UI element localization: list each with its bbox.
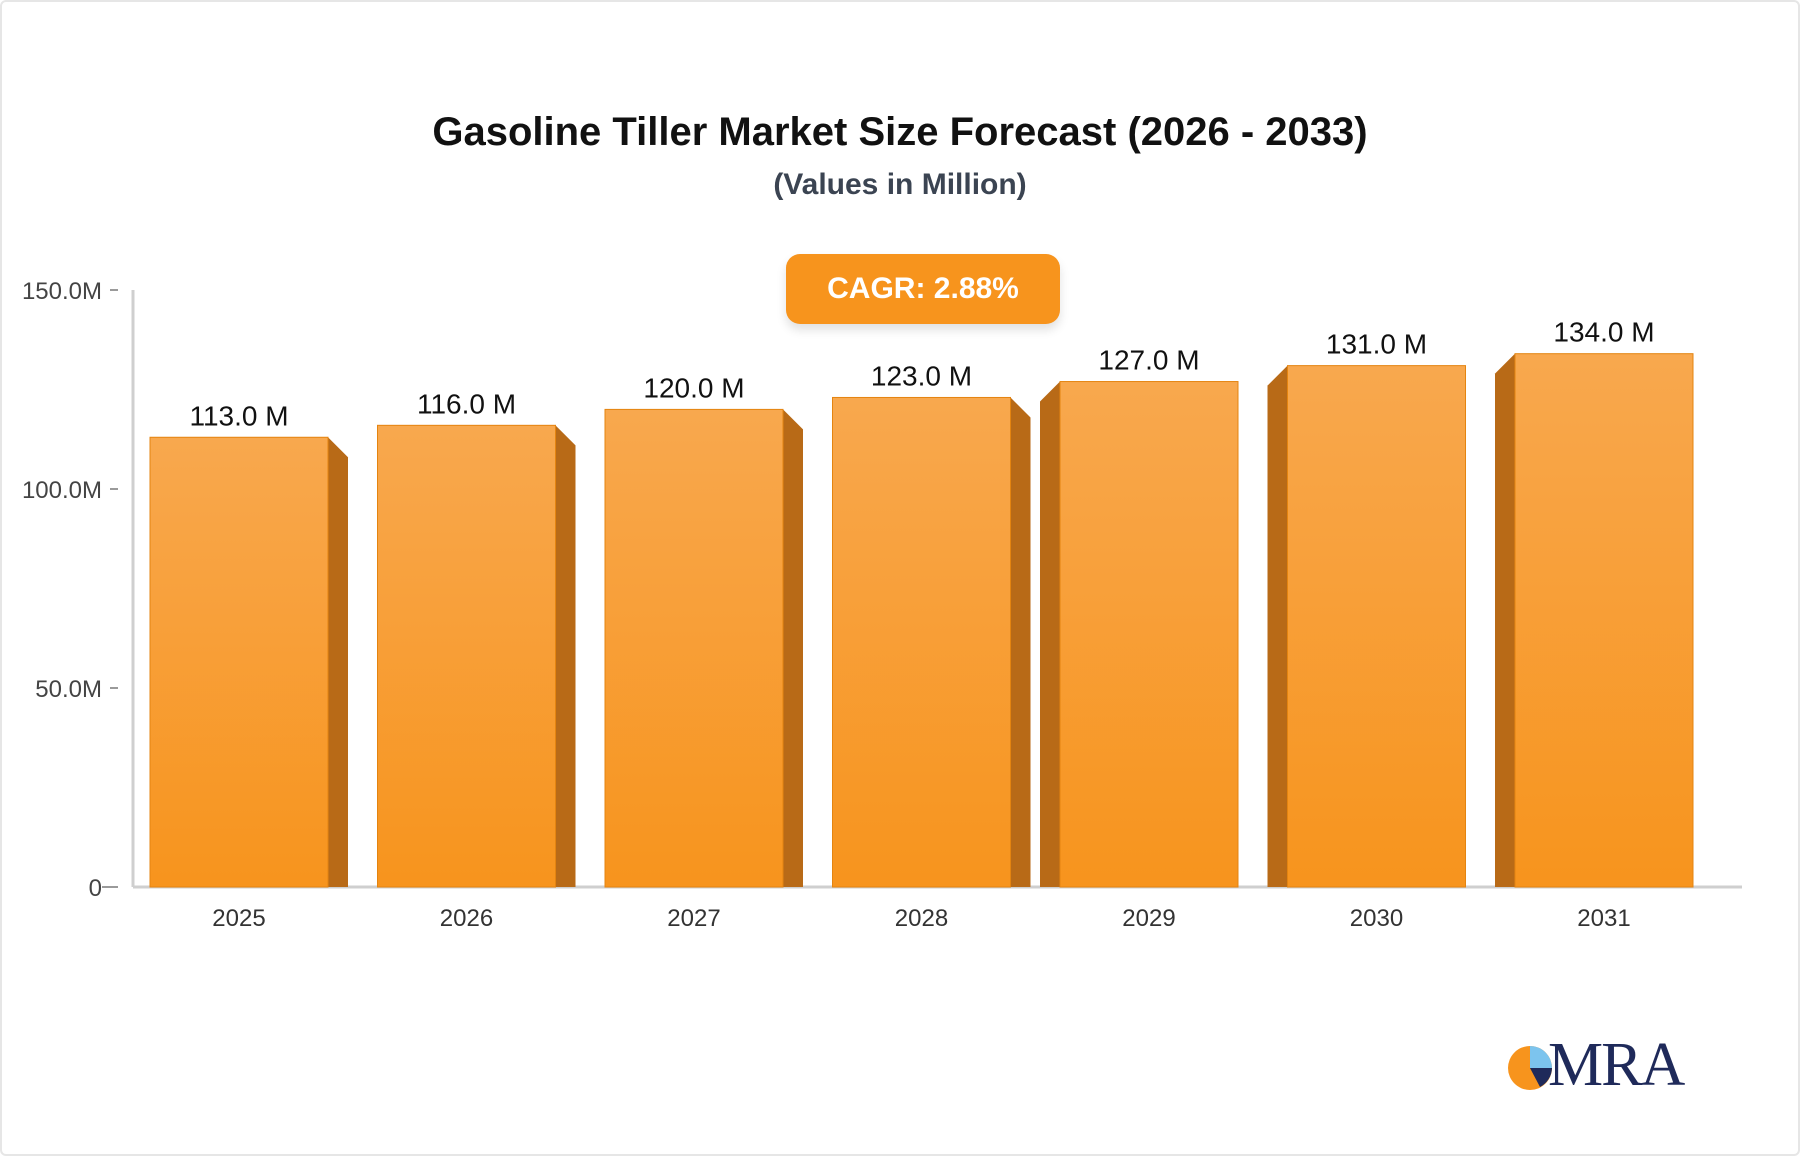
chart-subtitle: (Values in Million)	[773, 168, 1027, 201]
bar-value-label: 134.0 M	[1553, 317, 1654, 348]
mra-logo-icon	[1508, 1046, 1552, 1090]
bar-side	[1495, 353, 1515, 887]
x-tick-label: 2027	[667, 905, 720, 932]
x-tick-label: 2030	[1350, 905, 1403, 932]
bar-side	[783, 409, 803, 887]
bar-side	[1040, 381, 1060, 887]
chart-title: Gasoline Tiller Market Size Forecast (20…	[432, 110, 1368, 154]
bar-value-label: 127.0 M	[1098, 345, 1199, 376]
bar-side	[555, 425, 576, 887]
y-tick-label: 50.0M	[35, 676, 102, 703]
bar-value-label: 123.0 M	[871, 360, 972, 391]
logo-text: MRA	[1548, 1031, 1685, 1099]
bar-value-label: 120.0 M	[643, 372, 744, 403]
bar	[1059, 381, 1239, 888]
bar	[1287, 365, 1466, 888]
y-tick-label: 0	[89, 875, 102, 902]
bar-value-label: 116.0 M	[417, 388, 516, 419]
x-tick-label: 2028	[895, 905, 948, 932]
bar	[377, 424, 556, 888]
bar-value-label: 113.0 M	[189, 400, 288, 431]
x-tick-label: 2025	[212, 905, 265, 932]
y-tick-label: 100.0M	[22, 477, 102, 504]
bar-value-label: 131.0 M	[1326, 329, 1427, 360]
x-tick-label: 2029	[1122, 905, 1175, 932]
x-tick-label: 2026	[440, 905, 493, 932]
cagr-badge: CAGR: 2.88%	[786, 254, 1060, 324]
bar	[832, 396, 1011, 888]
bar-side	[1010, 397, 1031, 887]
bar	[604, 408, 784, 888]
bar-side	[1267, 365, 1288, 887]
y-tick-label: 150.0M	[22, 278, 102, 305]
bar	[149, 436, 329, 888]
bar	[1514, 353, 1694, 888]
bar-side	[328, 437, 348, 887]
x-tick-label: 2031	[1577, 905, 1630, 932]
